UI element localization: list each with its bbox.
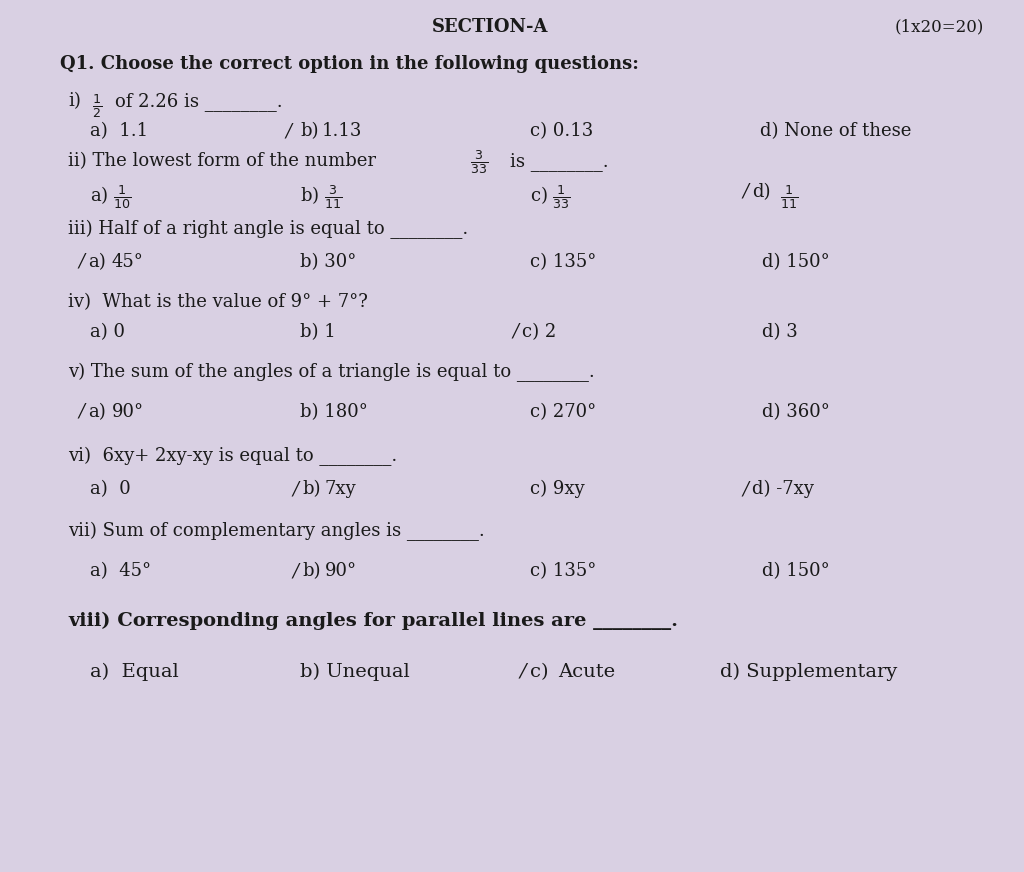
Text: 90°: 90° — [112, 403, 144, 421]
Text: d) 3: d) 3 — [762, 323, 798, 341]
Text: d) 150°: d) 150° — [762, 562, 829, 580]
Text: /: / — [292, 480, 298, 498]
Text: b) 1: b) 1 — [300, 323, 336, 341]
Text: i): i) — [68, 92, 81, 110]
Text: /: / — [285, 122, 291, 140]
Text: iv)  What is the value of 9° + 7°?: iv) What is the value of 9° + 7°? — [68, 293, 368, 311]
Text: viii) Corresponding angles for parallel lines are ________.: viii) Corresponding angles for parallel … — [68, 612, 678, 630]
Text: vi)  6xy+ 2xy-xy is equal to ________.: vi) 6xy+ 2xy-xy is equal to ________. — [68, 447, 397, 467]
Text: a) $\frac{1}{10}$: a) $\frac{1}{10}$ — [90, 183, 131, 211]
Text: a): a) — [88, 253, 105, 271]
Text: a) 0: a) 0 — [90, 323, 125, 341]
Text: SECTION-A: SECTION-A — [432, 18, 548, 36]
Text: (1x20=20): (1x20=20) — [895, 18, 984, 35]
Text: d) None of these: d) None of these — [760, 122, 911, 140]
Text: d) 150°: d) 150° — [762, 253, 829, 271]
Text: /: / — [742, 182, 749, 200]
Text: 90°: 90° — [325, 562, 357, 580]
Text: 45°: 45° — [112, 253, 144, 271]
Text: /: / — [512, 323, 518, 341]
Text: /: / — [292, 562, 298, 580]
Text: c) 0.13: c) 0.13 — [530, 122, 593, 140]
Text: Q1. Choose the correct option in the following questions:: Q1. Choose the correct option in the fol… — [60, 55, 639, 73]
Text: vii) Sum of complementary angles is ________.: vii) Sum of complementary angles is ____… — [68, 522, 484, 542]
Text: d) Supplementary: d) Supplementary — [720, 663, 897, 681]
Text: c) 135°: c) 135° — [530, 562, 596, 580]
Text: 1.13: 1.13 — [322, 122, 362, 140]
Text: a)  1.1: a) 1.1 — [90, 122, 148, 140]
Text: b) 30°: b) 30° — [300, 253, 356, 271]
Text: c) 135°: c) 135° — [530, 253, 596, 271]
Text: c): c) — [530, 663, 549, 681]
Text: $\frac{1}{11}$: $\frac{1}{11}$ — [780, 183, 798, 211]
Text: /: / — [742, 480, 749, 498]
Text: ii) The lowest form of the number: ii) The lowest form of the number — [68, 152, 376, 170]
Text: b): b) — [302, 562, 321, 580]
Text: /: / — [78, 403, 84, 421]
Text: d) -7xy: d) -7xy — [752, 480, 814, 498]
Text: c) 9xy: c) 9xy — [530, 480, 585, 498]
Text: c) 270°: c) 270° — [530, 403, 596, 421]
Text: b): b) — [302, 480, 321, 498]
Text: c) $\frac{1}{33}$: c) $\frac{1}{33}$ — [530, 183, 570, 211]
Text: is ________.: is ________. — [510, 152, 608, 171]
Text: a)  0: a) 0 — [90, 480, 131, 498]
Text: /: / — [520, 663, 526, 681]
Text: c) 2: c) 2 — [522, 323, 556, 341]
Text: v) The sum of the angles of a triangle is equal to ________.: v) The sum of the angles of a triangle i… — [68, 363, 595, 382]
Text: d): d) — [752, 183, 770, 201]
Text: iii) Half of a right angle is equal to ________.: iii) Half of a right angle is equal to _… — [68, 220, 468, 239]
Text: b) Unequal: b) Unequal — [300, 663, 410, 681]
Text: b) $\frac{3}{11}$: b) $\frac{3}{11}$ — [300, 183, 342, 211]
Text: $\frac{1}{2}$: $\frac{1}{2}$ — [92, 92, 102, 119]
Text: of 2.26 is ________.: of 2.26 is ________. — [115, 92, 283, 111]
Text: Acute: Acute — [558, 663, 615, 681]
Text: a): a) — [88, 403, 105, 421]
Text: d) 360°: d) 360° — [762, 403, 829, 421]
Text: b): b) — [300, 122, 318, 140]
Text: 7xy: 7xy — [325, 480, 356, 498]
Text: b) 180°: b) 180° — [300, 403, 368, 421]
Text: $\frac{3}{33}$: $\frac{3}{33}$ — [470, 148, 488, 176]
Text: a)  45°: a) 45° — [90, 562, 152, 580]
Text: a)  Equal: a) Equal — [90, 663, 179, 681]
Text: /: / — [78, 253, 84, 271]
